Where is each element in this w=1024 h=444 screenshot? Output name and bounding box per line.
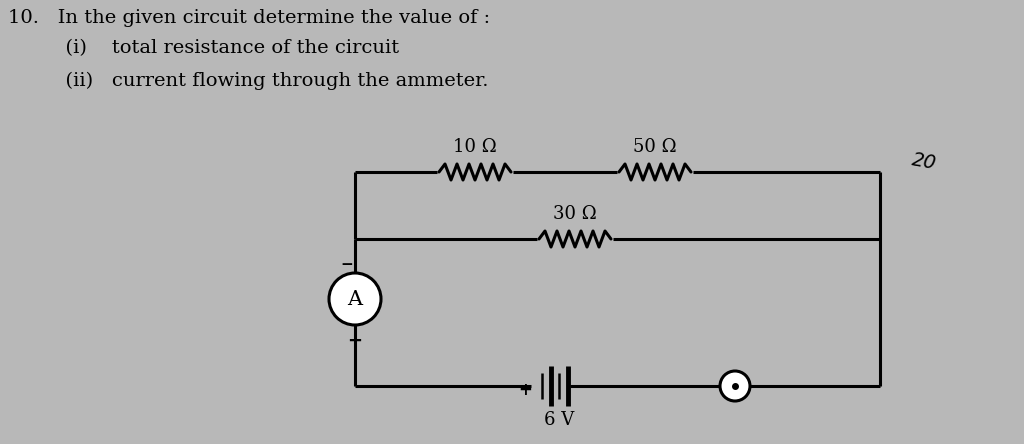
Text: 10.   In the given circuit determine the value of :: 10. In the given circuit determine the v…	[8, 9, 490, 27]
Text: 10 Ω: 10 Ω	[454, 138, 497, 156]
Text: 30 Ω: 30 Ω	[553, 205, 597, 223]
Text: +: +	[347, 332, 362, 350]
Text: 20: 20	[910, 151, 938, 174]
Text: (i)    total resistance of the circuit: (i) total resistance of the circuit	[28, 39, 399, 57]
Text: 50 Ω: 50 Ω	[633, 138, 677, 156]
Circle shape	[329, 273, 381, 325]
Text: A: A	[347, 289, 362, 309]
Circle shape	[720, 371, 750, 401]
Text: 6 V: 6 V	[544, 411, 574, 429]
Text: (ii)   current flowing through the ammeter.: (ii) current flowing through the ammeter…	[28, 72, 488, 90]
Text: +: +	[518, 381, 532, 399]
Text: −: −	[341, 257, 353, 272]
